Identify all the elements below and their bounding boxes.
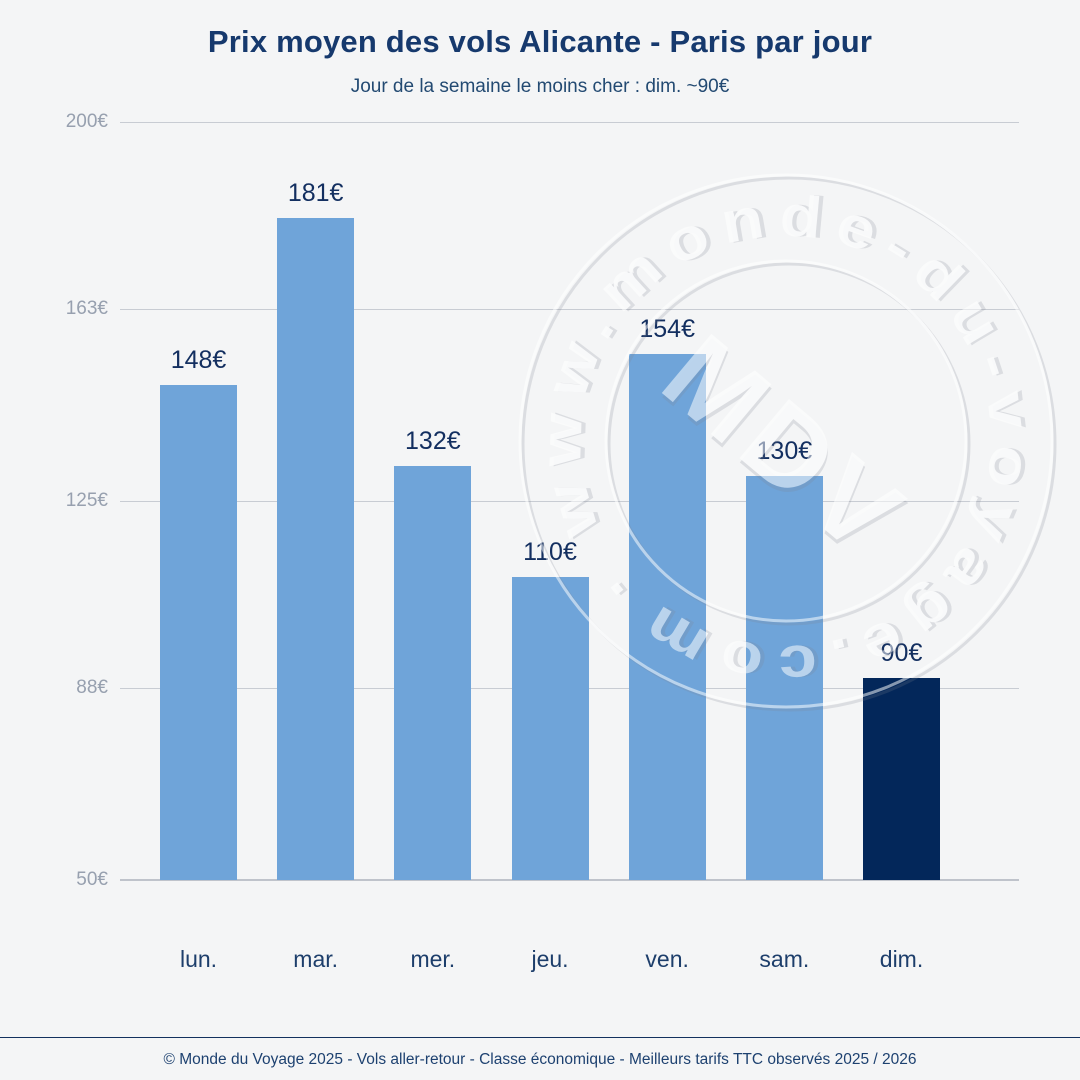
y-axis-tick-label: 88€ xyxy=(76,676,108,698)
x-axis-label-dim: dim. xyxy=(879,946,924,972)
y-axis-tick-label: 50€ xyxy=(76,869,108,890)
y-axis-tick-label: 163€ xyxy=(65,297,108,319)
x-axis-label-mer: mer. xyxy=(410,946,456,972)
gridline-163€ xyxy=(120,308,1019,310)
x-axis-label-jeu: jeu. xyxy=(531,946,569,972)
x-axis-label-ven: ven. xyxy=(645,946,689,972)
bar-value-label-mar: 181€ xyxy=(287,179,344,208)
bar-value-label-sam: 130€ xyxy=(756,436,813,465)
chart-subtitle: Jour de la semaine le moins cher : dim. … xyxy=(350,76,730,97)
y-axis-tick-label: 125€ xyxy=(65,490,108,511)
chart-title: Prix moyen des vols Alicante - Paris par… xyxy=(207,24,873,59)
bar-ven xyxy=(628,354,706,880)
x-axis-label-mar: mar. xyxy=(293,946,339,972)
plot-area: 200€ 163€ 125€ 88€ 50€ 148€ 181€ 132€ 110€ 154€ 13… xyxy=(66,111,1019,890)
gridline-50€ xyxy=(120,879,1019,881)
y-axis-tick-label: 200€ xyxy=(65,111,108,132)
gridline-200€ xyxy=(120,122,1019,123)
x-axis-label-sam: sam. xyxy=(759,946,810,972)
bar-value-label-dim: 90€ xyxy=(880,638,923,667)
bar-jeu xyxy=(511,576,589,880)
footer-credit: © Monde du Voyage 2025 - Vols aller-reto… xyxy=(163,1051,917,1068)
bar-mer xyxy=(394,465,472,880)
bar-value-label-jeu: 110€ xyxy=(523,537,577,566)
bar-sam xyxy=(745,475,823,880)
bar-dim xyxy=(863,677,941,880)
bar-value-label-mer: 132€ xyxy=(405,426,461,455)
bar-lun xyxy=(160,384,237,880)
bar-value-label-lun: 148€ xyxy=(170,345,227,374)
bar-value-label-ven: 154€ xyxy=(639,315,695,344)
bar-mar xyxy=(277,218,355,880)
gridline-125€ xyxy=(120,501,1019,502)
x-axis-label-lun: lun. xyxy=(179,946,218,972)
footer-divider xyxy=(0,1037,1080,1038)
